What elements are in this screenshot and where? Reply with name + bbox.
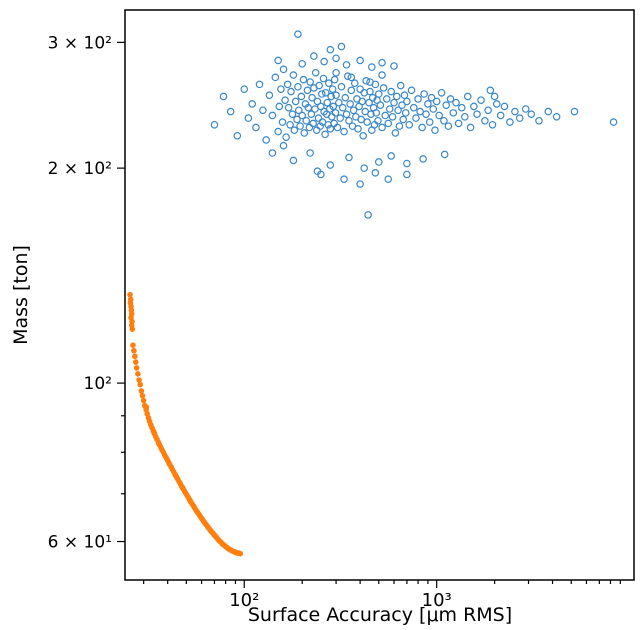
svg-text:10³: 10³ [422, 590, 452, 611]
x-axis-label: Surface Accuracy [μm RMS] [247, 604, 513, 626]
svg-text:6 × 10¹: 6 × 10¹ [48, 533, 112, 553]
svg-text:10²: 10² [229, 590, 259, 611]
svg-text:2 × 10²: 2 × 10² [48, 159, 112, 179]
svg-text:3 × 10²: 3 × 10² [48, 33, 112, 53]
svg-text:10²: 10² [84, 374, 112, 394]
y-axis-label: Mass [ton] [10, 245, 32, 345]
